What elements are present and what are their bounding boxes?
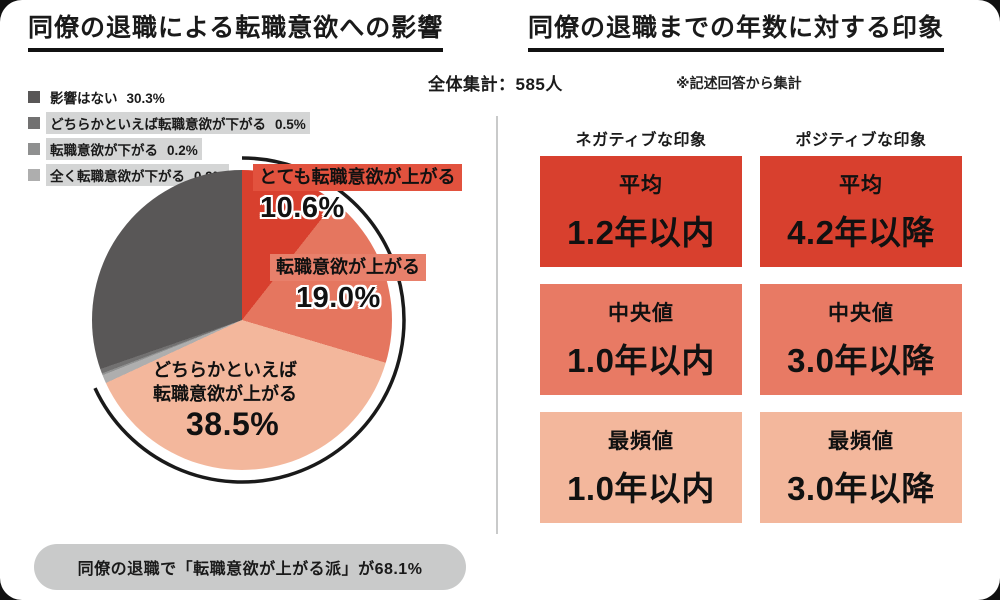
legend-swatch: [28, 143, 40, 155]
segment-label-increase: 転職意欲が上がる: [270, 254, 426, 281]
stat-box-positive-mode: 最頻値 3.0年以降: [760, 412, 962, 523]
legend-label: 転職意欲が下がる 0.2%: [46, 138, 202, 160]
stat-label: 平均: [839, 174, 883, 197]
stat-value: 1.0年以内: [567, 342, 715, 379]
stat-label: 最頻値: [828, 430, 894, 453]
stat-value: 3.0年以降: [787, 470, 935, 507]
legend-swatch: [28, 169, 40, 181]
segment-value-somewhat-increase: 38.5%: [186, 406, 280, 442]
pie-chart: [92, 170, 392, 470]
total-count-label: 全体集計：585人: [428, 75, 563, 94]
emphasis-arc: [93, 156, 406, 484]
legend-swatch: [28, 117, 40, 129]
stat-label: 中央値: [828, 302, 894, 325]
left-section-title: 同僚の退職による転職意欲への影響: [28, 14, 444, 52]
right-section-title: 同僚の退職までの年数に対する印象: [528, 14, 945, 52]
legend-label: 影響はない 30.3%: [50, 91, 165, 106]
stat-label: 平均: [619, 174, 663, 197]
negative-column-header: ネガティブな印象: [575, 132, 707, 149]
stats-grid: 平均 1.2年以内 平均 4.2年以降 中央値 1.0年以内 中央値 3.0年以…: [540, 156, 962, 523]
stat-box-positive-average: 平均 4.2年以降: [760, 156, 962, 267]
pie-chart-wrap: [72, 150, 412, 490]
segment-value-increase: 19.0%: [296, 282, 381, 314]
legend-item-somewhat-decrease: どちらかといえば転職意欲が下がる 0.5%: [28, 112, 310, 134]
stat-box-negative-average: 平均 1.2年以内: [540, 156, 742, 267]
legend-label: どちらかといえば転職意欲が下がる 0.5%: [46, 112, 310, 134]
stat-value: 3.0年以降: [787, 342, 935, 379]
stat-box-positive-median: 中央値 3.0年以降: [760, 284, 962, 395]
legend-swatch: [28, 91, 40, 103]
aggregation-note: ※記述回答から集計: [676, 75, 802, 91]
stat-value: 1.0年以内: [567, 470, 715, 507]
stat-label: 中央値: [608, 302, 674, 325]
legend-item-no-impact: 影響はない 30.3%: [28, 86, 310, 108]
legend-item-decrease: 転職意欲が下がる 0.2%: [28, 138, 310, 160]
stat-box-negative-mode: 最頻値 1.0年以内: [540, 412, 742, 523]
stat-label: 最頻値: [608, 430, 674, 453]
segment-value-strong-increase: 10.6%: [260, 192, 345, 224]
section-divider: [496, 116, 498, 534]
stat-value: 4.2年以降: [787, 214, 935, 251]
stat-box-negative-median: 中央値 1.0年以内: [540, 284, 742, 395]
segment-label-somewhat-increase: どちらかといえば 転職意欲が上がる: [153, 360, 297, 405]
summary-pill: 同僚の退職で「転職意欲が上がる派」が68.1%: [34, 544, 466, 590]
segment-label-strong-increase: とても転職意欲が上がる: [253, 164, 462, 191]
positive-column-header: ポジティブな印象: [795, 132, 927, 149]
stat-value: 1.2年以内: [567, 214, 715, 251]
emphasis-arc-svg: [93, 156, 406, 484]
